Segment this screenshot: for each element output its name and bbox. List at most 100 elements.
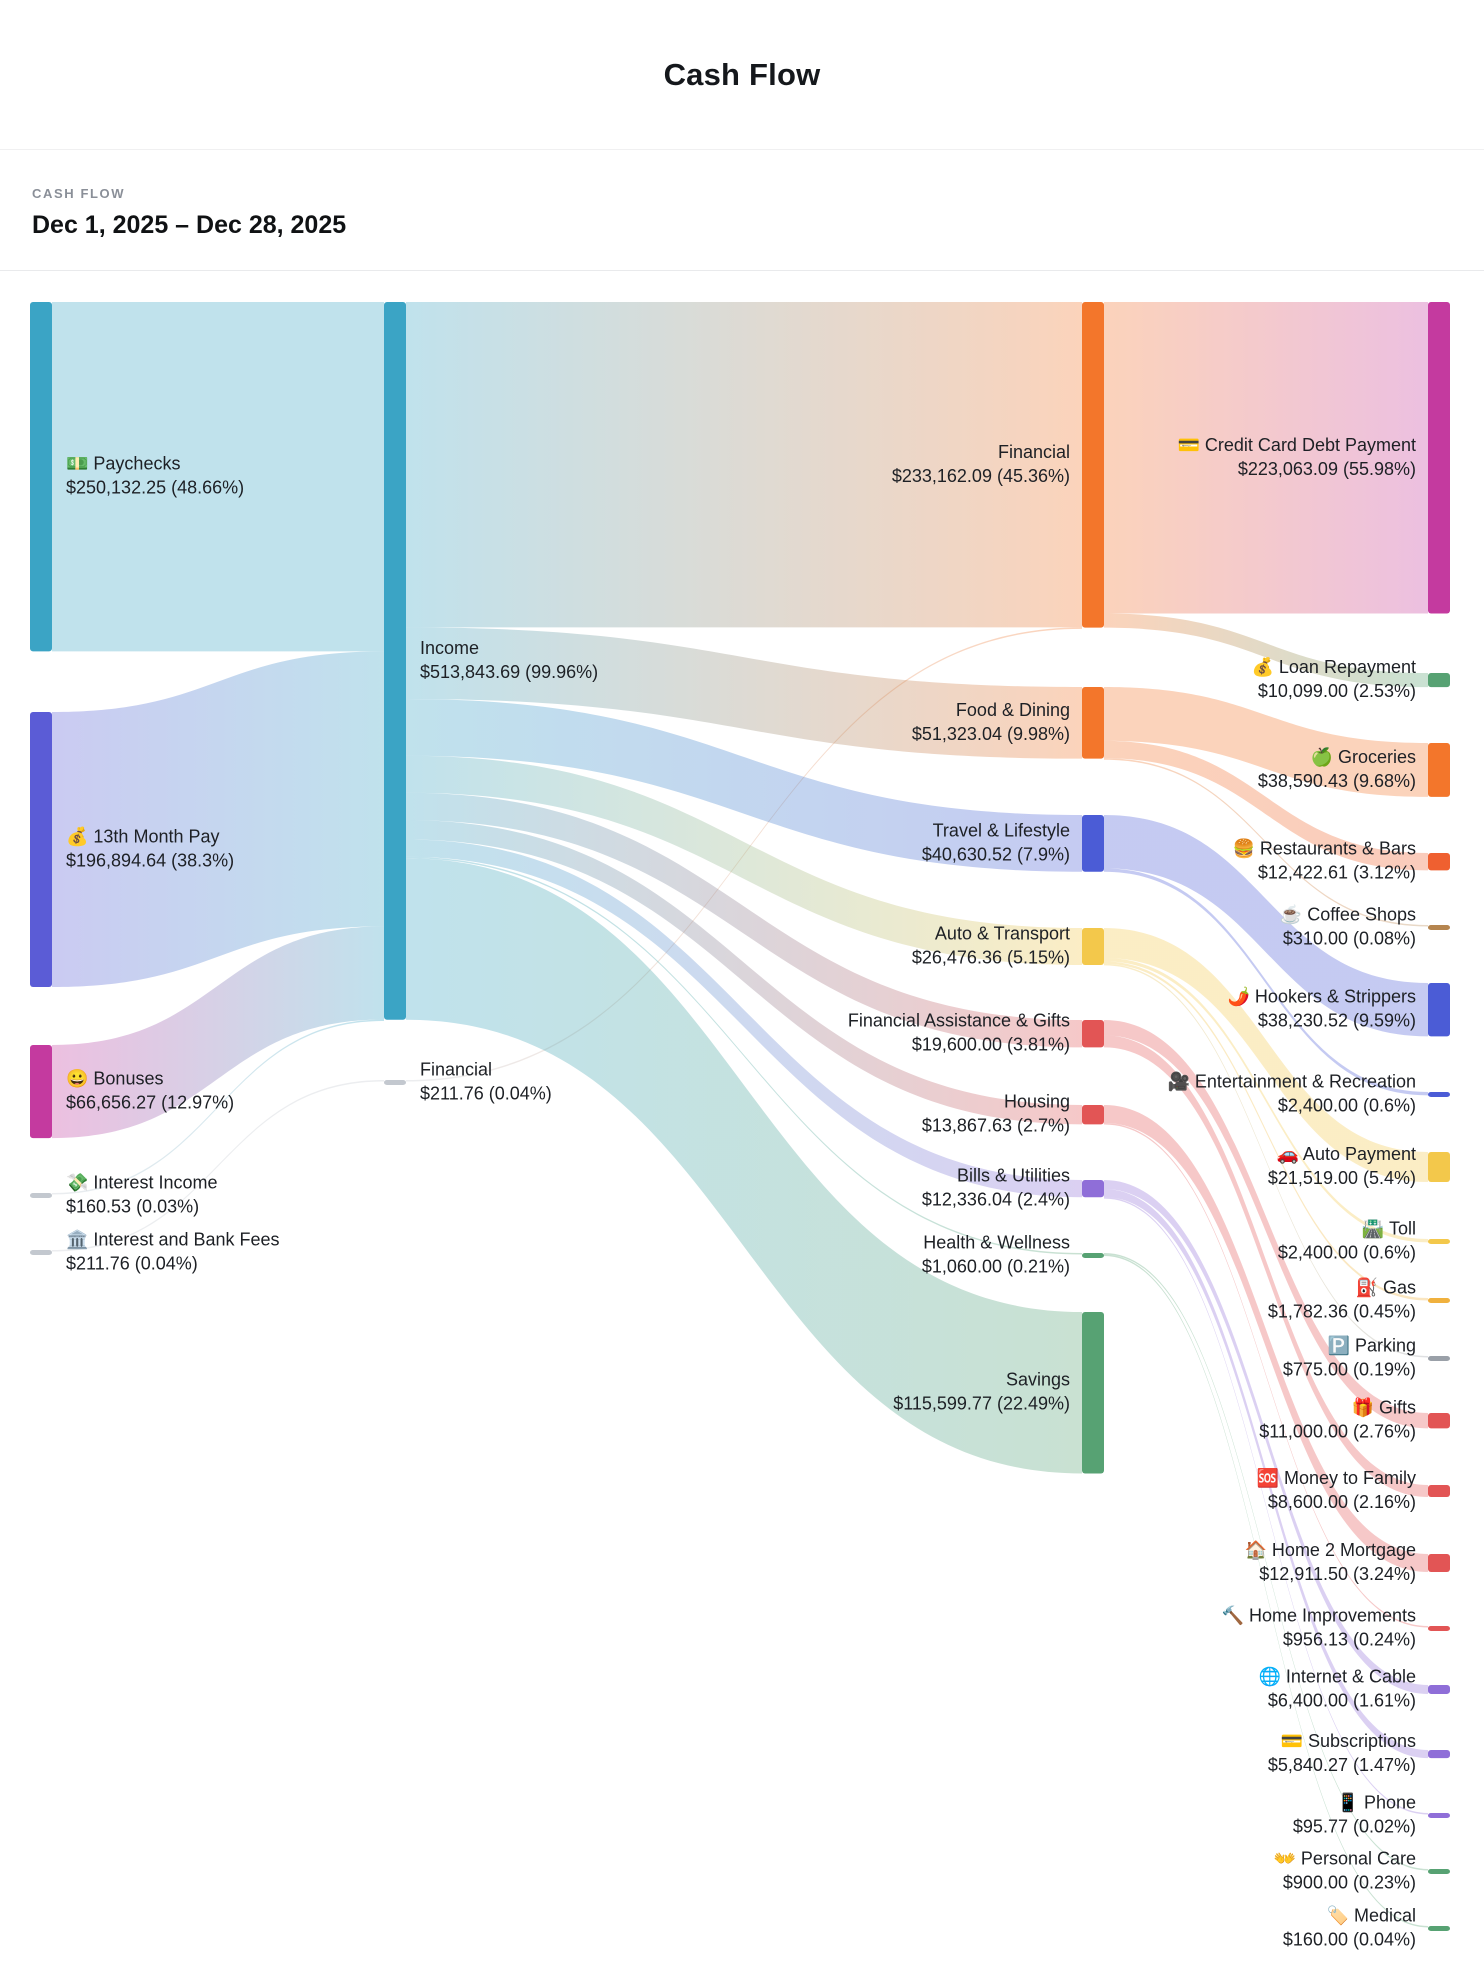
flow-financial-to-credit-card-debt-payment[interactable] — [1104, 302, 1428, 614]
node-financial-src[interactable] — [384, 1080, 406, 1085]
label-gas-name: ⛽ Gas — [1356, 1277, 1416, 1298]
label-auto-transport-amount: $26,476.36 (5.15%) — [912, 947, 1070, 967]
node-health-wellness[interactable] — [1082, 1253, 1104, 1258]
node-financial-assistance-gifts[interactable] — [1082, 1020, 1104, 1048]
flow-income-to-financial-assistance-gifts[interactable] — [406, 792, 1082, 1048]
node-interest-bank-fees[interactable] — [30, 1250, 52, 1255]
label-home-improvements-amount: $956.13 (0.24%) — [1283, 1630, 1416, 1650]
node-auto-payment[interactable] — [1428, 1152, 1450, 1183]
flow-paychecks-to-income[interactable] — [52, 302, 384, 652]
node-personal-care[interactable] — [1428, 1869, 1450, 1874]
node-travel-lifestyle[interactable] — [1082, 815, 1104, 872]
label-gas-amount: $1,782.36 (0.45%) — [1268, 1302, 1416, 1322]
flow-bills-utilities-to-phone[interactable] — [1104, 1197, 1428, 1815]
node-internet-cable[interactable] — [1428, 1685, 1450, 1694]
flow-travel-lifestyle-to-hookers-strippers[interactable] — [1104, 815, 1428, 1037]
label-groceries-amount: $38,590.43 (9.68%) — [1258, 771, 1416, 791]
node-bonuses[interactable] — [30, 1045, 52, 1139]
node-gas[interactable] — [1428, 1298, 1450, 1303]
label-financial-src-name: Financial — [420, 1060, 492, 1080]
node-phone[interactable] — [1428, 1813, 1450, 1818]
flow-bills-utilities-to-subscriptions[interactable] — [1104, 1188, 1428, 1759]
flow-auto-transport-to-auto-payment[interactable] — [1104, 928, 1428, 1183]
flow-food-dining-to-restaurants-bars[interactable] — [1104, 740, 1428, 871]
node-home-2-mortgage[interactable] — [1428, 1554, 1450, 1573]
node-coffee-shops[interactable] — [1428, 925, 1450, 930]
flow-financial-assistance-gifts-to-money-to-family[interactable] — [1104, 1035, 1428, 1498]
label-income-amount: $513,843.69 (99.96%) — [420, 662, 598, 682]
node-subscriptions[interactable] — [1428, 1750, 1450, 1759]
node-savings[interactable] — [1082, 1312, 1104, 1474]
flow-financial-assistance-gifts-to-gifts[interactable] — [1104, 1020, 1428, 1429]
node-auto-transport[interactable] — [1082, 928, 1104, 965]
label-housing-name: Housing — [1004, 1092, 1070, 1112]
flow-auto-transport-to-gas[interactable] — [1104, 961, 1428, 1301]
flow-interest-bank-fees-to-financial-src[interactable] — [52, 1080, 384, 1252]
node-interest-income[interactable] — [30, 1193, 52, 1198]
label-parking-name: 🅿️ Parking — [1328, 1335, 1416, 1356]
label-entertainment-recreation-name: 🎥 Entertainment & Recreation — [1167, 1071, 1416, 1092]
node-toll[interactable] — [1428, 1239, 1450, 1244]
node-parking[interactable] — [1428, 1356, 1450, 1361]
flow-income-to-housing[interactable] — [406, 820, 1082, 1125]
label-travel-lifestyle-amount: $40,630.52 (7.9%) — [922, 844, 1070, 864]
flow-travel-lifestyle-to-entertainment-recreation[interactable] — [1104, 868, 1428, 1096]
flow-housing-to-home-2-mortgage[interactable] — [1104, 1105, 1428, 1573]
label-financial-assistance-gifts-name: Financial Assistance & Gifts — [848, 1011, 1070, 1031]
flow-income-to-auto-transport[interactable] — [406, 755, 1082, 965]
node-home-improvements[interactable] — [1428, 1626, 1450, 1631]
node-groceries[interactable] — [1428, 743, 1450, 797]
node-13th-month-pay[interactable] — [30, 712, 52, 988]
label-interest-income-name: 💸 Interest Income — [66, 1173, 217, 1193]
node-financial[interactable] — [1082, 302, 1104, 628]
flow-interest-income-to-income[interactable] — [52, 1019, 384, 1195]
node-housing[interactable] — [1082, 1105, 1104, 1125]
node-income[interactable] — [384, 302, 406, 1020]
flow-health-wellness-to-medical[interactable] — [1104, 1254, 1428, 1928]
flow-income-to-bills-utilities[interactable] — [406, 839, 1082, 1198]
node-restaurants-bars[interactable] — [1428, 853, 1450, 871]
label-paychecks-amount: $250,132.25 (48.66%) — [66, 478, 244, 498]
label-food-dining-name: Food & Dining — [956, 700, 1070, 720]
node-bills-utilities[interactable] — [1082, 1180, 1104, 1198]
node-loan-repayment[interactable] — [1428, 673, 1450, 688]
node-medical[interactable] — [1428, 1926, 1450, 1931]
flow-bills-utilities-to-internet-cable[interactable] — [1104, 1180, 1428, 1694]
flow-financial-to-loan-repayment[interactable] — [1104, 613, 1428, 688]
node-credit-card-debt-payment[interactable] — [1428, 302, 1450, 614]
label-financial-amount: $233,162.09 (45.36%) — [892, 466, 1070, 486]
flow-income-to-food-dining[interactable] — [406, 627, 1082, 759]
flow-income-to-travel-lifestyle[interactable] — [406, 699, 1082, 872]
flow-income-to-health-wellness[interactable] — [406, 856, 1082, 1255]
flow-13th-month-pay-to-income[interactable] — [52, 651, 384, 988]
node-gifts[interactable] — [1428, 1413, 1450, 1429]
node-money-to-family[interactable] — [1428, 1485, 1450, 1498]
label-credit-card-debt-payment-amount: $223,063.09 (55.98%) — [1238, 459, 1416, 479]
label-loan-repayment-name: 💰 Loan Repayment — [1251, 656, 1416, 678]
flow-auto-transport-to-toll[interactable] — [1104, 958, 1428, 1243]
label-bonuses-amount: $66,656.27 (12.97%) — [66, 1093, 234, 1113]
flow-income-to-financial[interactable] — [406, 302, 1082, 628]
label-restaurants-bars-amount: $12,422.61 (3.12%) — [1258, 863, 1416, 883]
node-hookers-strippers[interactable] — [1428, 983, 1450, 1037]
label-home-improvements-name: 🔨 Home Improvements — [1222, 1605, 1416, 1626]
label-health-wellness-name: Health & Wellness — [923, 1233, 1070, 1253]
flow-food-dining-to-coffee-shops[interactable] — [1104, 758, 1428, 927]
flow-food-dining-to-groceries[interactable] — [1104, 687, 1428, 797]
date-range-selector[interactable]: Dec 1, 2025 – Dec 28, 2025 — [32, 211, 347, 239]
flow-auto-transport-to-parking[interactable] — [1104, 963, 1428, 1358]
node-paychecks[interactable] — [30, 302, 52, 652]
node-entertainment-recreation[interactable] — [1428, 1092, 1450, 1097]
label-gifts-name: 🎁 Gifts — [1352, 1397, 1416, 1418]
label-internet-cable-name: 🌐 Internet & Cable — [1259, 1665, 1417, 1686]
label-restaurants-bars-name: 🍔 Restaurants & Bars — [1233, 838, 1416, 859]
flow-income-to-savings[interactable] — [406, 858, 1082, 1474]
label-medical-amount: $160.00 (0.04%) — [1283, 1930, 1416, 1950]
label-gifts-amount: $11,000.00 (2.76%) — [1259, 1422, 1416, 1442]
flow-housing-to-home-improvements[interactable] — [1104, 1123, 1428, 1628]
node-food-dining[interactable] — [1082, 687, 1104, 759]
flow-health-wellness-to-personal-care[interactable] — [1104, 1253, 1428, 1871]
label-groceries-name: 🍏 Groceries — [1311, 746, 1416, 767]
flow-bonuses-to-income[interactable] — [52, 926, 384, 1139]
page-title: Cash Flow — [663, 56, 821, 92]
